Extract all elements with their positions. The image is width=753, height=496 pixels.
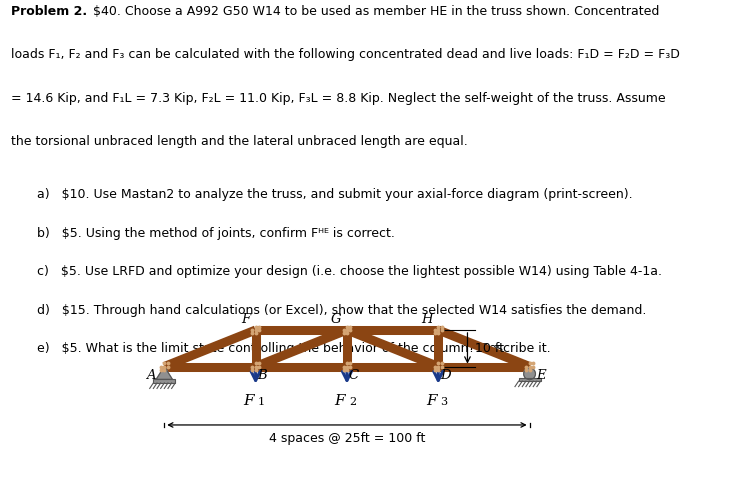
Text: $40. Choose a A992 G50 W14 to be used as member HE in the truss shown. Concentra: $40. Choose a A992 G50 W14 to be used as… (93, 5, 660, 18)
Text: c)   $5. Use LRFD and optimize your design (i.e. choose the lightest possible W1: c) $5. Use LRFD and optimize your design… (38, 265, 663, 278)
Text: Problem 2.: Problem 2. (11, 5, 87, 18)
Text: D: D (440, 370, 451, 382)
Text: G: G (331, 312, 341, 325)
Text: 4 spaces @ 25ft = 100 ft: 4 spaces @ 25ft = 100 ft (269, 432, 425, 444)
Text: H: H (421, 312, 433, 325)
Text: F: F (241, 312, 250, 325)
Text: C: C (349, 370, 359, 382)
Text: F: F (334, 394, 345, 408)
Bar (154, 379, 175, 383)
Text: loads F₁, F₂ and F₃ can be calculated with the following concentrated dead and l: loads F₁, F₂ and F₃ can be calculated wi… (11, 49, 680, 62)
Text: d)   $15. Through hand calculations (or Excel), show that the selected W14 satis: d) $15. Through hand calculations (or Ex… (38, 304, 647, 317)
Polygon shape (157, 367, 172, 379)
Text: 3: 3 (440, 397, 447, 407)
Bar (519, 378, 541, 381)
Text: e)   $5. What is the limit state controlling the behavior of the column? Describ: e) $5. What is the limit state controlli… (38, 342, 551, 355)
Circle shape (524, 368, 535, 379)
Text: A: A (145, 370, 155, 382)
Text: E: E (536, 370, 546, 382)
Text: a)   $10. Use Mastan2 to analyze the truss, and submit your axial-force diagram : a) $10. Use Mastan2 to analyze the truss… (38, 188, 633, 201)
Text: = 14.6 Kip, and F₁L = 7.3 Kip, F₂L = 11.0 Kip, F₃L = 8.8 Kip. Neglect the self-w: = 14.6 Kip, and F₁L = 7.3 Kip, F₂L = 11.… (11, 92, 666, 105)
Text: 10 ft: 10 ft (475, 342, 504, 355)
Text: B: B (258, 370, 267, 382)
Text: the torsional unbraced length and the lateral unbraced length are equal.: the torsional unbraced length and the la… (11, 135, 468, 148)
Text: F: F (425, 394, 437, 408)
Text: F: F (243, 394, 254, 408)
Text: 1: 1 (258, 397, 264, 407)
Text: 2: 2 (349, 397, 356, 407)
Text: b)   $5. Using the method of joints, confirm Fᴴᴱ is correct.: b) $5. Using the method of joints, confi… (38, 227, 395, 240)
